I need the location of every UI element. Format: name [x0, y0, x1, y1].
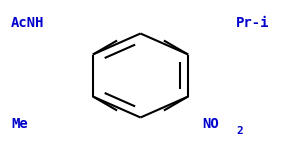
Text: Me: Me [11, 117, 28, 131]
Text: NO: NO [202, 117, 219, 131]
Text: Pr-i: Pr-i [236, 16, 270, 30]
Text: 2: 2 [236, 126, 243, 136]
Text: AcNH: AcNH [11, 16, 45, 30]
